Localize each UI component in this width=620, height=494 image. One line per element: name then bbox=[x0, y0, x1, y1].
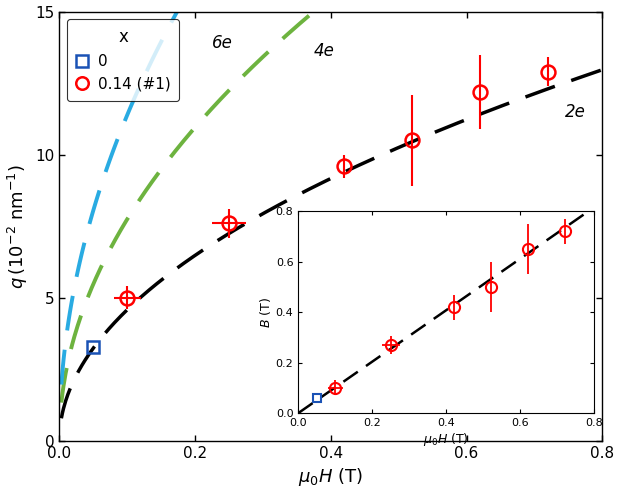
Text: 6e: 6e bbox=[212, 34, 233, 52]
X-axis label: $\mu_0H$ (T): $\mu_0H$ (T) bbox=[298, 466, 363, 489]
Text: 2e: 2e bbox=[565, 103, 586, 121]
Legend: 0, 0.14 (#1): 0, 0.14 (#1) bbox=[67, 19, 179, 101]
Text: 4e: 4e bbox=[314, 42, 335, 60]
Y-axis label: $q\,(10^{-2}$ nm$^{-1})$: $q\,(10^{-2}$ nm$^{-1})$ bbox=[6, 164, 30, 288]
